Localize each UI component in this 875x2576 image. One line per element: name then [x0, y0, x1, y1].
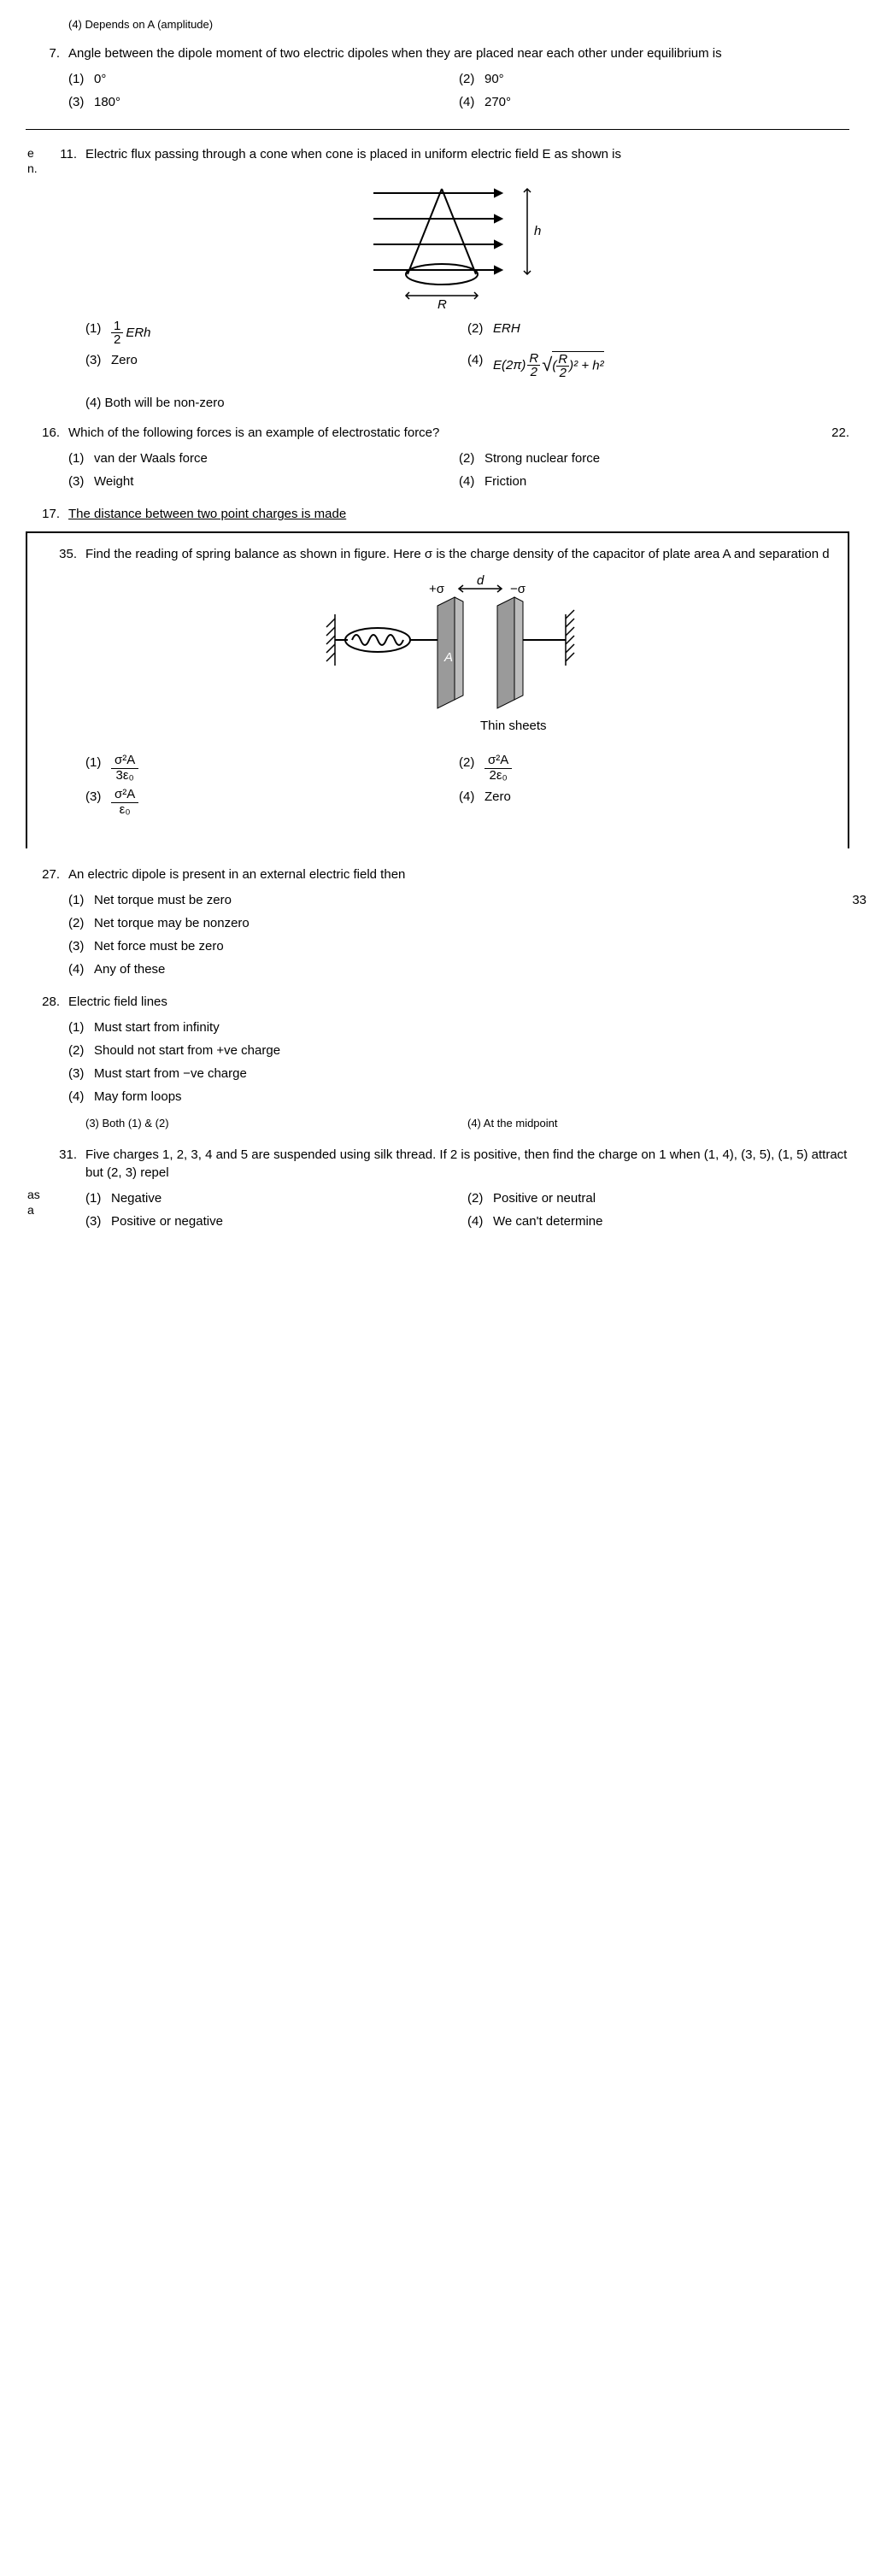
q28-sub-3: (3) Both (1) & (2): [85, 1113, 467, 1134]
question-17: 17. The distance between two point charg…: [26, 505, 849, 523]
svg-text:−σ: −σ: [510, 582, 526, 596]
q11-opt-3: (3)Zero: [85, 349, 467, 382]
q7-opt-3: (3)180°: [68, 91, 459, 114]
q27-opt-4: (4)Any of these: [68, 958, 849, 981]
q17-text: The distance between two point charges i…: [68, 505, 849, 523]
q35-opt-1: (1) σ²A3ε₀: [85, 751, 459, 785]
q28-sub-4: (4) At the midpoint: [467, 1113, 849, 1134]
q31-opt-1: (1)Negative: [85, 1187, 467, 1210]
q27-opt-1: (1)Net torque must be zero: [68, 889, 849, 912]
q27-opt-3: (3)Net force must be zero: [68, 935, 849, 958]
q28-opt-1: (1)Must start from infinity: [68, 1016, 849, 1039]
q16-opt-4: (4)Friction: [459, 470, 849, 493]
q35-opt-2: (2) σ²A2ε₀: [459, 751, 832, 785]
q7-opt-4: (4)270°: [459, 91, 849, 114]
fig-h-label: h: [534, 224, 541, 238]
q28-num: 28.: [26, 993, 68, 1134]
q16-text: Which of the following forces is an exam…: [68, 424, 815, 442]
q16-opt-2: (2)Strong nuclear force: [459, 447, 849, 470]
q16-opt-1: (1)van der Waals force: [68, 447, 459, 470]
q31-opt-4: (4)We can't determine: [467, 1210, 849, 1233]
q7-text: Angle between the dipole moment of two e…: [68, 44, 849, 62]
side-as: as: [27, 1187, 40, 1204]
q35-num: 35.: [43, 545, 85, 819]
question-35-box: 35. Find the reading of spring balance a…: [26, 531, 849, 848]
side-33: 33: [852, 891, 866, 909]
svg-text:d: d: [477, 573, 484, 588]
q11-text: Electric flux passing through a cone whe…: [85, 145, 849, 163]
q35-text: Find the reading of spring balance as sh…: [85, 545, 832, 563]
q11-figure: h R: [85, 172, 849, 308]
q31-num: 31.: [43, 1146, 85, 1233]
question-27: 27. An electric dipole is present in an …: [26, 866, 849, 981]
q16-num: 16.: [26, 424, 68, 493]
question-35: 35. Find the reading of spring balance a…: [43, 545, 832, 819]
q27-text: An electric dipole is present in an exte…: [68, 866, 849, 883]
q11-opt-4: (4) E(2π)R2 √ (R2)² + h²: [467, 349, 849, 382]
q16-opt-3: (3)Weight: [68, 470, 459, 493]
side-n: n.: [27, 161, 38, 178]
q7-opt-2: (2)90°: [459, 67, 849, 91]
svg-text:A: A: [443, 650, 453, 665]
q17-num: 17.: [26, 505, 68, 523]
q28-text: Electric field lines: [68, 993, 849, 1011]
question-7: 7. Angle between the dipole moment of tw…: [26, 44, 849, 114]
q31-opt-2: (2)Positive or neutral: [467, 1187, 849, 1210]
q35-opt-4: (4)Zero: [459, 785, 832, 819]
q35-figure: A: [85, 572, 832, 742]
question-11-wrap: e n. 11. Electric flux passing through a…: [26, 145, 849, 382]
question-11: 11. Electric flux passing through a cone…: [26, 145, 849, 382]
q11-opt-2: (2)ERH: [467, 317, 849, 349]
q28-opt-4: (4)May form loops: [68, 1085, 849, 1108]
side-e: e: [27, 145, 34, 162]
svg-text:+σ: +σ: [429, 582, 445, 596]
q27-opt-2: (2)Net torque may be nonzero: [68, 912, 849, 935]
q27-num: 27.: [26, 866, 68, 981]
stray-opt-4: (4) Both will be non-zero: [26, 394, 849, 412]
prev-partial: (4) Depends on A (amplitude): [26, 17, 849, 32]
question-31: 31. Five charges 1, 2, 3, 4 and 5 are su…: [26, 1146, 849, 1233]
q35-opt-3: (3) σ²Aε₀: [85, 785, 459, 819]
question-31-wrap: as a 31. Five charges 1, 2, 3, 4 and 5 a…: [26, 1146, 849, 1233]
prev-opt-text: (4) Depends on A (amplitude): [68, 17, 849, 32]
q7-opt-1: (1)0°: [68, 67, 459, 91]
question-28: 28. Electric field lines (1)Must start f…: [26, 993, 849, 1134]
fig-r-label: R: [438, 297, 447, 308]
q11-num: 11.: [43, 145, 85, 382]
question-16: 16. Which of the following forces is an …: [26, 424, 849, 493]
q11-opt-1: (1) 1 2 ERh: [85, 317, 467, 349]
q31-text: Five charges 1, 2, 3, 4 and 5 are suspen…: [85, 1146, 849, 1182]
q28-opt-3: (3)Must start from −ve charge: [68, 1062, 849, 1085]
q16-side-num: 22.: [815, 424, 849, 442]
q31-opt-3: (3)Positive or negative: [85, 1210, 467, 1233]
svg-text:Thin sheets: Thin sheets: [480, 719, 547, 733]
question-27-wrap: 33 27. An electric dipole is present in …: [26, 866, 849, 981]
q28-opt-2: (2)Should not start from +ve charge: [68, 1039, 849, 1062]
side-a: a: [27, 1202, 34, 1219]
q7-num: 7.: [26, 44, 68, 114]
